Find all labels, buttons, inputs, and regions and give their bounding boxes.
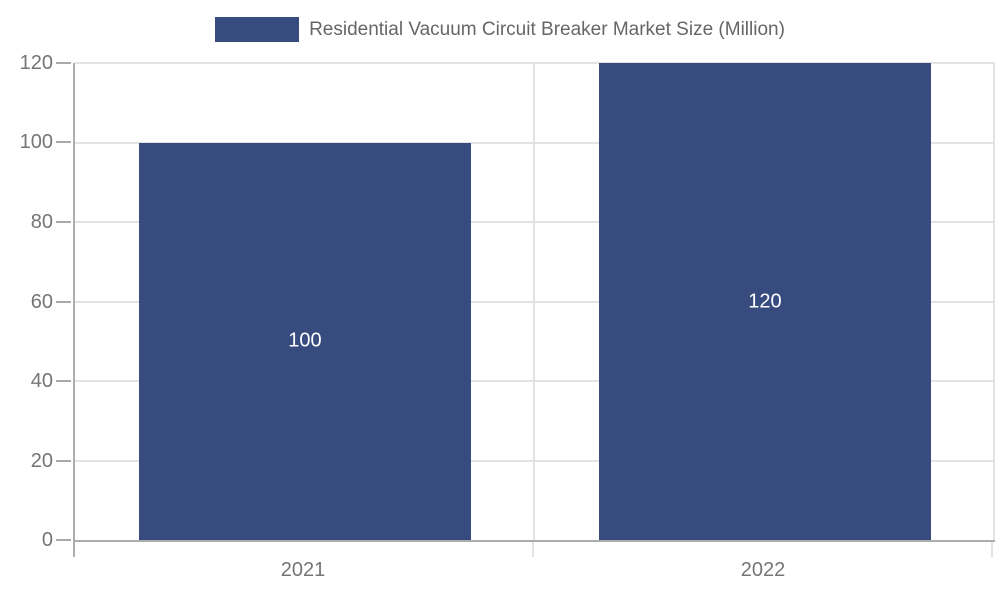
plot-area: 100 120 (73, 62, 995, 542)
y-axis-tick-label: 120 (19, 52, 53, 74)
legend: Residential Vacuum Circuit Breaker Marke… (0, 17, 1000, 42)
v-gridline (533, 63, 535, 540)
h-gridline (75, 380, 995, 383)
h-gridline (75, 221, 995, 224)
bar-2022[interactable]: 120 (599, 63, 931, 540)
x-axis-category-label: 2021 (280, 559, 326, 581)
h-gridline (75, 300, 995, 303)
y-axis-tick-label: 40 (30, 369, 53, 392)
x-axis: 2021 2022 (73, 542, 993, 592)
y-axis-tick-mark (56, 141, 71, 144)
y-axis-tick-mark (56, 539, 71, 541)
bar-value-label: 100 (288, 329, 322, 352)
h-gridline (75, 459, 995, 462)
y-axis-tick-mark (56, 459, 71, 462)
y-axis-tick-mark (56, 300, 71, 303)
h-gridline (75, 141, 995, 144)
y-axis-tick-mark (56, 62, 71, 64)
legend-swatch-icon (215, 17, 300, 42)
y-axis-tick-mark (56, 379, 71, 382)
y-axis-tick-label: 80 (30, 210, 53, 233)
x-axis-tick-mark (73, 542, 75, 557)
y-axis-tick-label: 60 (30, 290, 53, 313)
y-axis-tick-label: 100 (19, 131, 53, 154)
legend-item[interactable]: Residential Vacuum Circuit Breaker Marke… (215, 17, 785, 42)
x-axis-category-label: 2022 (740, 559, 786, 581)
bar-value-label: 120 (748, 290, 782, 312)
bar-2021[interactable]: 100 (139, 142, 471, 540)
h-gridline (75, 62, 995, 64)
v-gridline (993, 63, 995, 540)
y-axis-tick-label: 0 (41, 529, 53, 551)
legend-label: Residential Vacuum Circuit Breaker Marke… (309, 18, 785, 40)
y-axis: 0 20 40 60 80 100 120 (0, 52, 73, 551)
x-axis-tick-mark (532, 542, 534, 557)
y-axis-tick-mark (56, 220, 71, 223)
x-axis-tick-mark (991, 542, 993, 557)
y-axis-tick-label: 20 (30, 449, 53, 472)
